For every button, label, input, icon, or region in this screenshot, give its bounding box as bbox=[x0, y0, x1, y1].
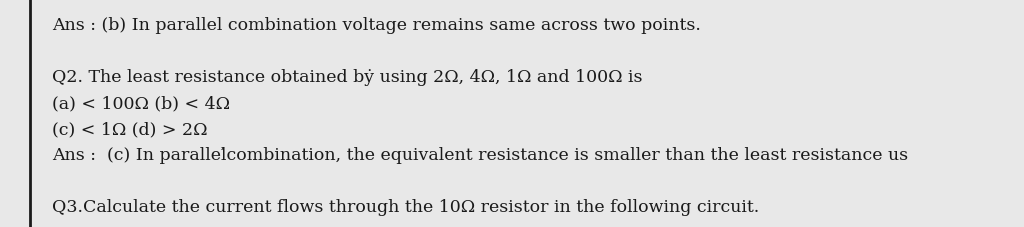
Text: Ans : (b) In parallel combination voltage remains same across two points.: Ans : (b) In parallel combination voltag… bbox=[52, 17, 700, 34]
Text: Ans :  (c) In paralleĺcombination, the equivalent resistance is smaller than th: Ans : (c) In paralleĺcombination, the e… bbox=[52, 147, 908, 164]
Text: (a) < 100Ω (b) < 4Ω: (a) < 100Ω (b) < 4Ω bbox=[52, 95, 230, 112]
Text: Q2. The least resistance obtained bẏ using 2Ω, 4Ω, 1Ω and 100Ω is: Q2. The least resistance obtained bẏ us… bbox=[52, 69, 642, 86]
Text: (c) < 1Ω (d) > 2Ω: (c) < 1Ω (d) > 2Ω bbox=[52, 121, 208, 138]
Text: Q3.Calculate the current flows through the 10Ω resistor in the following circuit: Q3.Calculate the current flows through t… bbox=[52, 199, 759, 216]
